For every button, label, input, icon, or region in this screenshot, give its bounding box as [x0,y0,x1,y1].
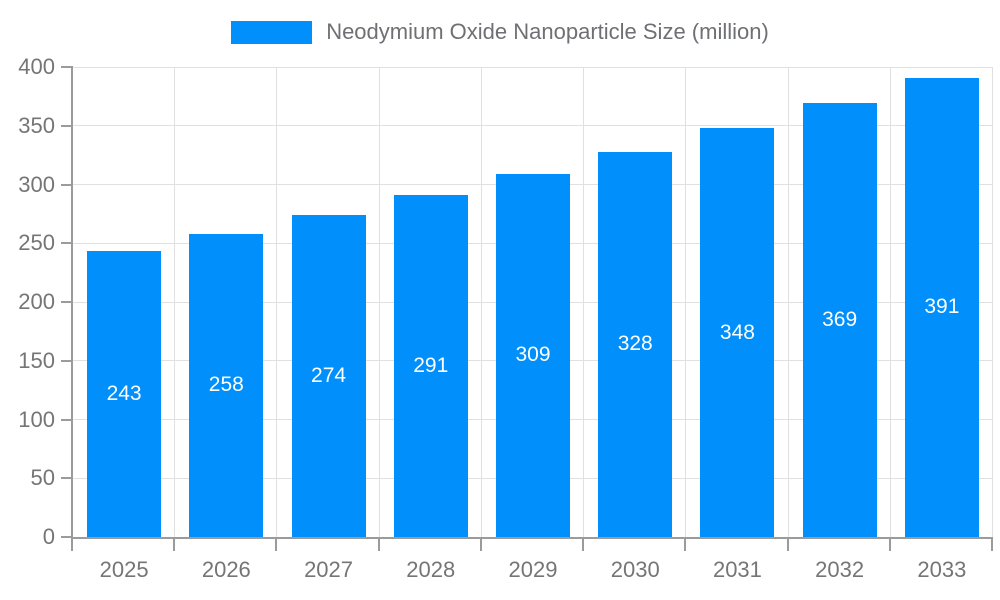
x-axis-label: 2032 [815,557,865,582]
x-axis-tick [888,537,891,551]
y-axis-label: 100 [18,406,55,432]
bar-value-label: 348 [719,320,755,344]
bar-value-label: 243 [106,382,142,406]
gridline-vertical [583,67,585,537]
bar-value-label: 328 [617,332,653,356]
gridline-vertical [889,67,891,537]
gridline-vertical [276,67,278,537]
x-axis-label: 2031 [712,557,762,582]
bar-2029[interactable]: 309 [496,173,570,537]
y-axis-label: 0 [42,524,55,549]
y-axis-label: 400 [18,54,55,79]
bar-value-label: 291 [413,354,449,378]
x-axis-tick [71,537,73,551]
legend: Neodymium Oxide Nanoparticle Size (milli… [0,19,1000,45]
bar-2032[interactable]: 369 [802,103,877,537]
x-axis-tick [991,537,993,551]
bar-2030[interactable]: 328 [598,151,673,537]
x-axis-tick [684,537,687,551]
x-axis-label: 2027 [304,557,354,582]
gridline-vertical [378,67,380,537]
bar-2031[interactable]: 348 [700,128,775,537]
x-axis-label: 2033 [917,557,967,582]
legend-label[interactable]: Neodymium Oxide Nanoparticle Size (milli… [326,19,769,44]
y-axis-tick [61,359,73,362]
y-axis-tick [61,536,73,538]
y-axis-label: 350 [18,112,55,138]
y-axis-tick [61,301,73,303]
y-axis-label: 300 [18,171,55,197]
gridline-vertical [480,67,482,537]
bar-value-label: 258 [208,373,244,397]
gridline-vertical [174,67,176,537]
x-axis-label: 2025 [99,557,149,582]
legend-swatch[interactable] [231,20,313,44]
x-axis-tick [275,537,278,551]
bar-value-label: 369 [822,308,858,332]
x-axis-tick [786,537,789,551]
x-axis-tick [377,537,380,551]
x-axis-label: 2030 [610,557,660,582]
x-axis-tick [479,537,482,551]
gridline-vertical [992,67,993,537]
bar-2033[interactable]: 391 [904,77,979,537]
y-axis-label: 50 [30,465,55,491]
plot-area: 0 50 100 150 200 250 300 350 400 243 2025 258 2026 27… [18,54,993,582]
y-axis-tick [61,418,73,421]
y-axis-label: 250 [18,230,55,256]
y-axis-tick [61,124,73,127]
bar-value-label: 309 [515,343,551,367]
bar-value-label: 391 [924,295,960,319]
bar-2025[interactable]: 243 [87,251,162,537]
gridline-horizontal [73,125,993,127]
y-axis-tick [61,183,73,186]
y-axis-tick [61,477,73,480]
x-axis-label: 2029 [508,557,558,582]
gridline-vertical [787,67,789,537]
gridline-horizontal [73,66,993,68]
bar-2026[interactable]: 258 [189,233,264,537]
y-axis-label: 150 [18,347,55,373]
x-axis-tick [582,537,585,551]
bar-2027[interactable]: 274 [291,215,366,537]
y-axis-tick [61,66,73,68]
gridline-vertical [685,67,687,537]
bar-2028[interactable]: 291 [393,195,468,537]
y-axis-label: 200 [18,289,55,314]
x-axis-label: 2026 [201,557,251,582]
y-axis-tick [61,242,73,245]
x-axis-label: 2028 [406,557,456,582]
x-axis-line [71,537,993,539]
x-axis-tick [173,537,176,551]
bar-value-label: 274 [311,364,347,388]
